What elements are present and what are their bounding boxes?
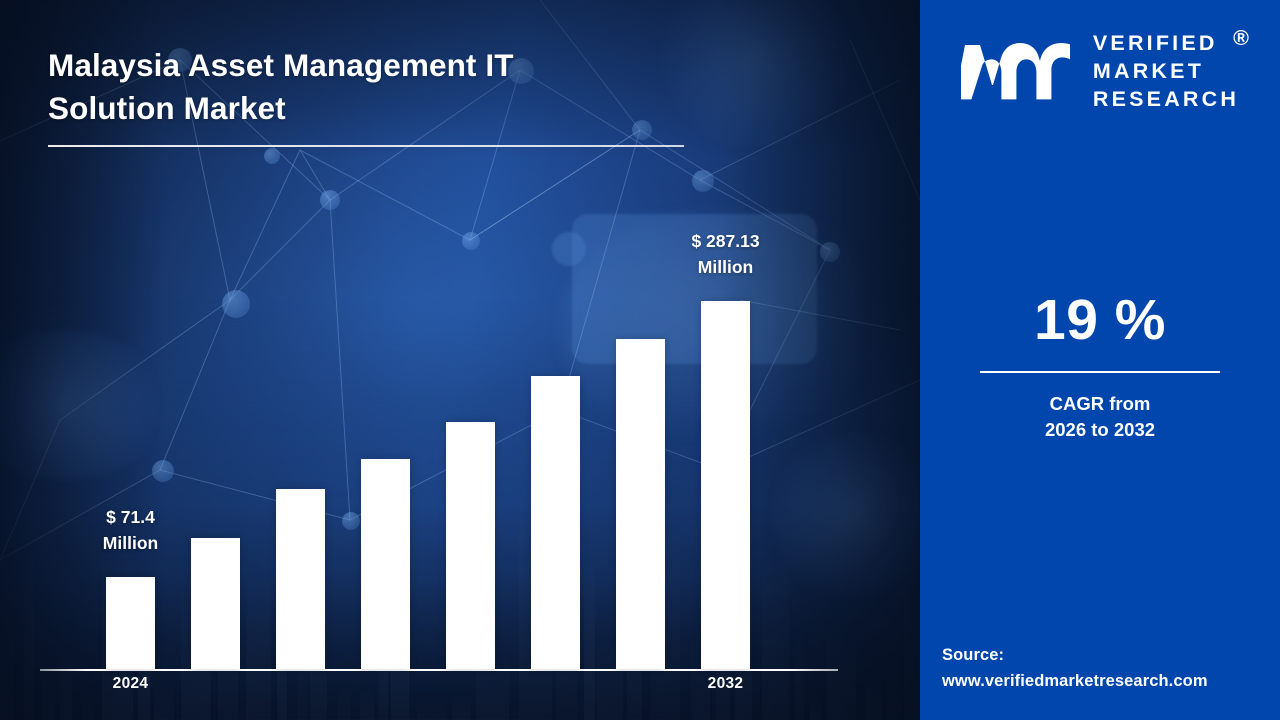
right-panel: VERIFIED MARKET RESEARCH ® 19 % CAGR fro…	[920, 0, 1280, 720]
page-title-line-1: Malaysia Asset Management IT	[48, 47, 514, 83]
vmr-logo-icon	[960, 42, 1070, 100]
brand-logo: VERIFIED MARKET RESEARCH ®	[920, 26, 1280, 114]
cagr-block: 19 % CAGR from 2026 to 2032	[920, 292, 1280, 444]
bar-value-label-2032: $ 287.13 Million	[646, 229, 806, 280]
bar-value-amount: $ 71.4	[106, 507, 155, 527]
source-block: Source: www.verifiedmarketresearch.com	[942, 642, 1272, 694]
bar-chart: 2024 2032 $ 71.4 Million $ 287.13 Million	[40, 229, 838, 692]
bar-value-unit: Million	[697, 256, 754, 277]
bar-2025	[191, 538, 240, 669]
x-axis-label-2032: 2032	[707, 675, 744, 692]
page-title-line-2: Solution Market	[48, 90, 286, 127]
source-url[interactable]: www.verifiedmarketresearch.com	[942, 671, 1208, 690]
bar-value-label-2024: $ 71.4 Million	[51, 505, 211, 556]
source-label: Source:	[942, 645, 1005, 664]
page-title: Malaysia Asset Management IT Solution Ma…	[48, 44, 688, 147]
cagr-value: 19 %	[1034, 288, 1166, 352]
bar-2027	[361, 459, 410, 669]
bar-2026	[276, 489, 325, 669]
x-axis-label-2024: 2024	[112, 675, 149, 692]
brand-name-line-3: RESEARCH	[1092, 86, 1240, 111]
bar-value-amount: $ 287.13	[691, 231, 760, 251]
cagr-caption-line-2: 2026 to 2032	[1044, 419, 1156, 441]
bar-2030	[616, 339, 665, 669]
bar-2028	[446, 422, 495, 669]
bar-2029	[531, 376, 580, 669]
cagr-caption-line-1: CAGR from	[1049, 392, 1151, 414]
brand-name: VERIFIED MARKET RESEARCH ®	[1092, 26, 1249, 114]
bar-2024	[106, 577, 155, 669]
brand-name-line-2: MARKET	[1092, 58, 1205, 83]
left-panel: Malaysia Asset Management IT Solution Ma…	[0, 0, 920, 720]
title-underline	[48, 144, 684, 147]
chart-x-axis	[40, 669, 838, 671]
cagr-divider	[980, 371, 1220, 373]
registered-trademark-icon: ®	[1233, 26, 1253, 50]
brand-name-line-1: VERIFIED	[1092, 31, 1218, 55]
cagr-caption: CAGR from 2026 to 2032	[920, 391, 1280, 444]
bar-value-unit: Million	[102, 532, 159, 553]
bar-2032	[701, 301, 750, 669]
